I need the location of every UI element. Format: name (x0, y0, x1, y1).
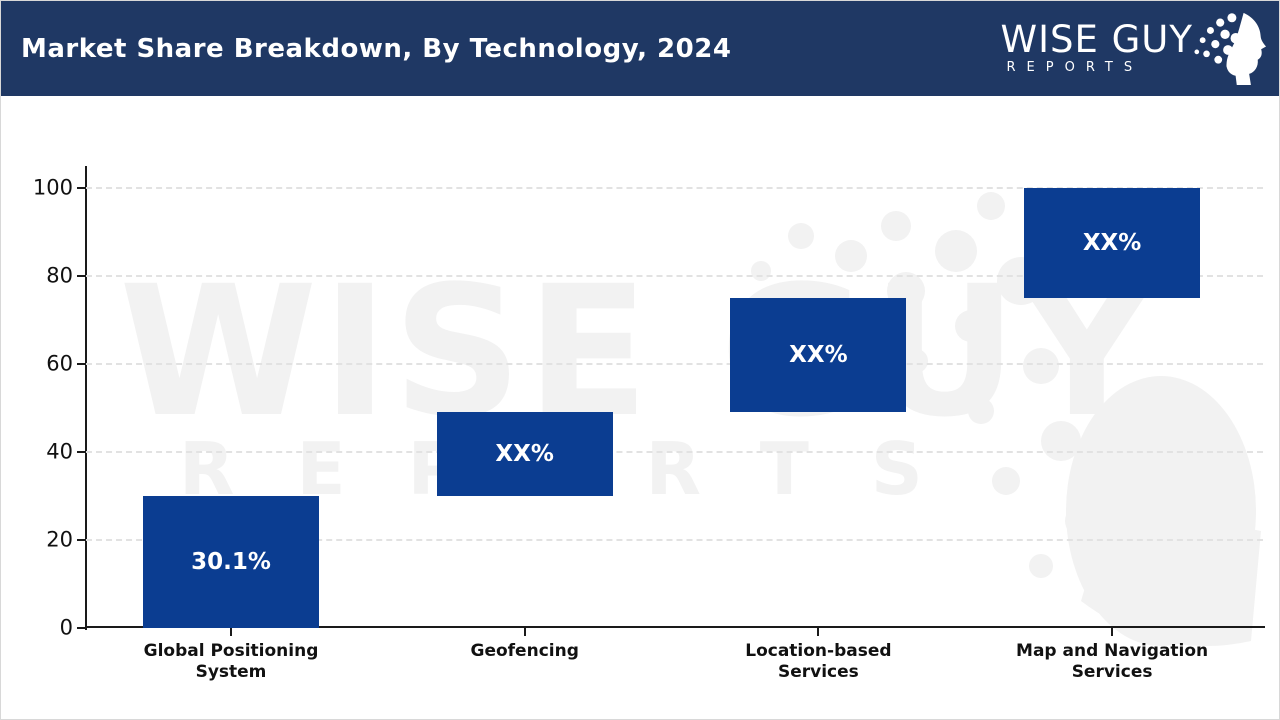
x-category-label: Location-based Services (745, 641, 892, 683)
gridline-60 (86, 363, 1263, 365)
bar-segment: XX% (1024, 188, 1201, 298)
y-axis-tick-40 (77, 451, 86, 453)
y-axis-tick-80 (77, 275, 86, 277)
plot-area: 0 20 40 60 80 100 30.1% Global Positioning Syst… (1, 96, 1279, 719)
bar-segment: XX% (436, 412, 613, 496)
brand-name: WISE GUY (1000, 17, 1193, 61)
gridline-20 (86, 539, 1263, 541)
watermark-dotted-face (751, 192, 1261, 646)
y-axis-tick-100 (77, 187, 86, 189)
x-axis-tick (523, 628, 526, 636)
x-category-label: Global Positioning System (143, 641, 319, 683)
brand-subtitle: REPORTS (1006, 60, 1144, 76)
brand-logo-text: WISE GUY REPORTS (1000, 17, 1193, 76)
bar-segment: 30.1% (143, 495, 319, 628)
gridline-100 (86, 187, 1263, 189)
x-axis-line (85, 626, 1265, 628)
header-bar: Market Share Breakdown, By Technology, 2… (1, 1, 1279, 96)
x-category-label: Map and Navigation Services (1016, 641, 1209, 683)
y-axis-tick-20 (77, 539, 86, 541)
y-axis-label-100: 100 (32, 175, 73, 200)
y-axis-label-0: 0 (59, 615, 73, 640)
y-axis-label-20: 20 (46, 527, 73, 552)
gridline-40 (86, 451, 1263, 453)
page-title: Market Share Breakdown, By Technology, 2… (21, 33, 732, 64)
x-category-label: Geofencing (470, 641, 579, 661)
x-axis-tick (1111, 628, 1114, 636)
y-axis-tick-60 (77, 363, 86, 365)
bar-value-label: 30.1% (191, 548, 271, 575)
gridline-80 (86, 275, 1263, 277)
bar-value-label: XX% (495, 440, 554, 467)
y-axis-label-40: 40 (46, 439, 73, 464)
y-axis-tick-0 (77, 627, 86, 629)
y-axis-line (85, 166, 87, 630)
bar-value-label: XX% (789, 342, 848, 369)
y-axis-label-80: 80 (46, 263, 73, 288)
x-axis-tick (817, 628, 820, 636)
y-axis-label-60: 60 (46, 351, 73, 376)
x-axis-tick (230, 628, 232, 636)
dotted-face-icon (1194, 12, 1267, 86)
bar-value-label: XX% (1082, 230, 1142, 256)
brand-logo: WISE GUY REPORTS (1001, 9, 1267, 87)
bar-segment: XX% (730, 298, 907, 413)
